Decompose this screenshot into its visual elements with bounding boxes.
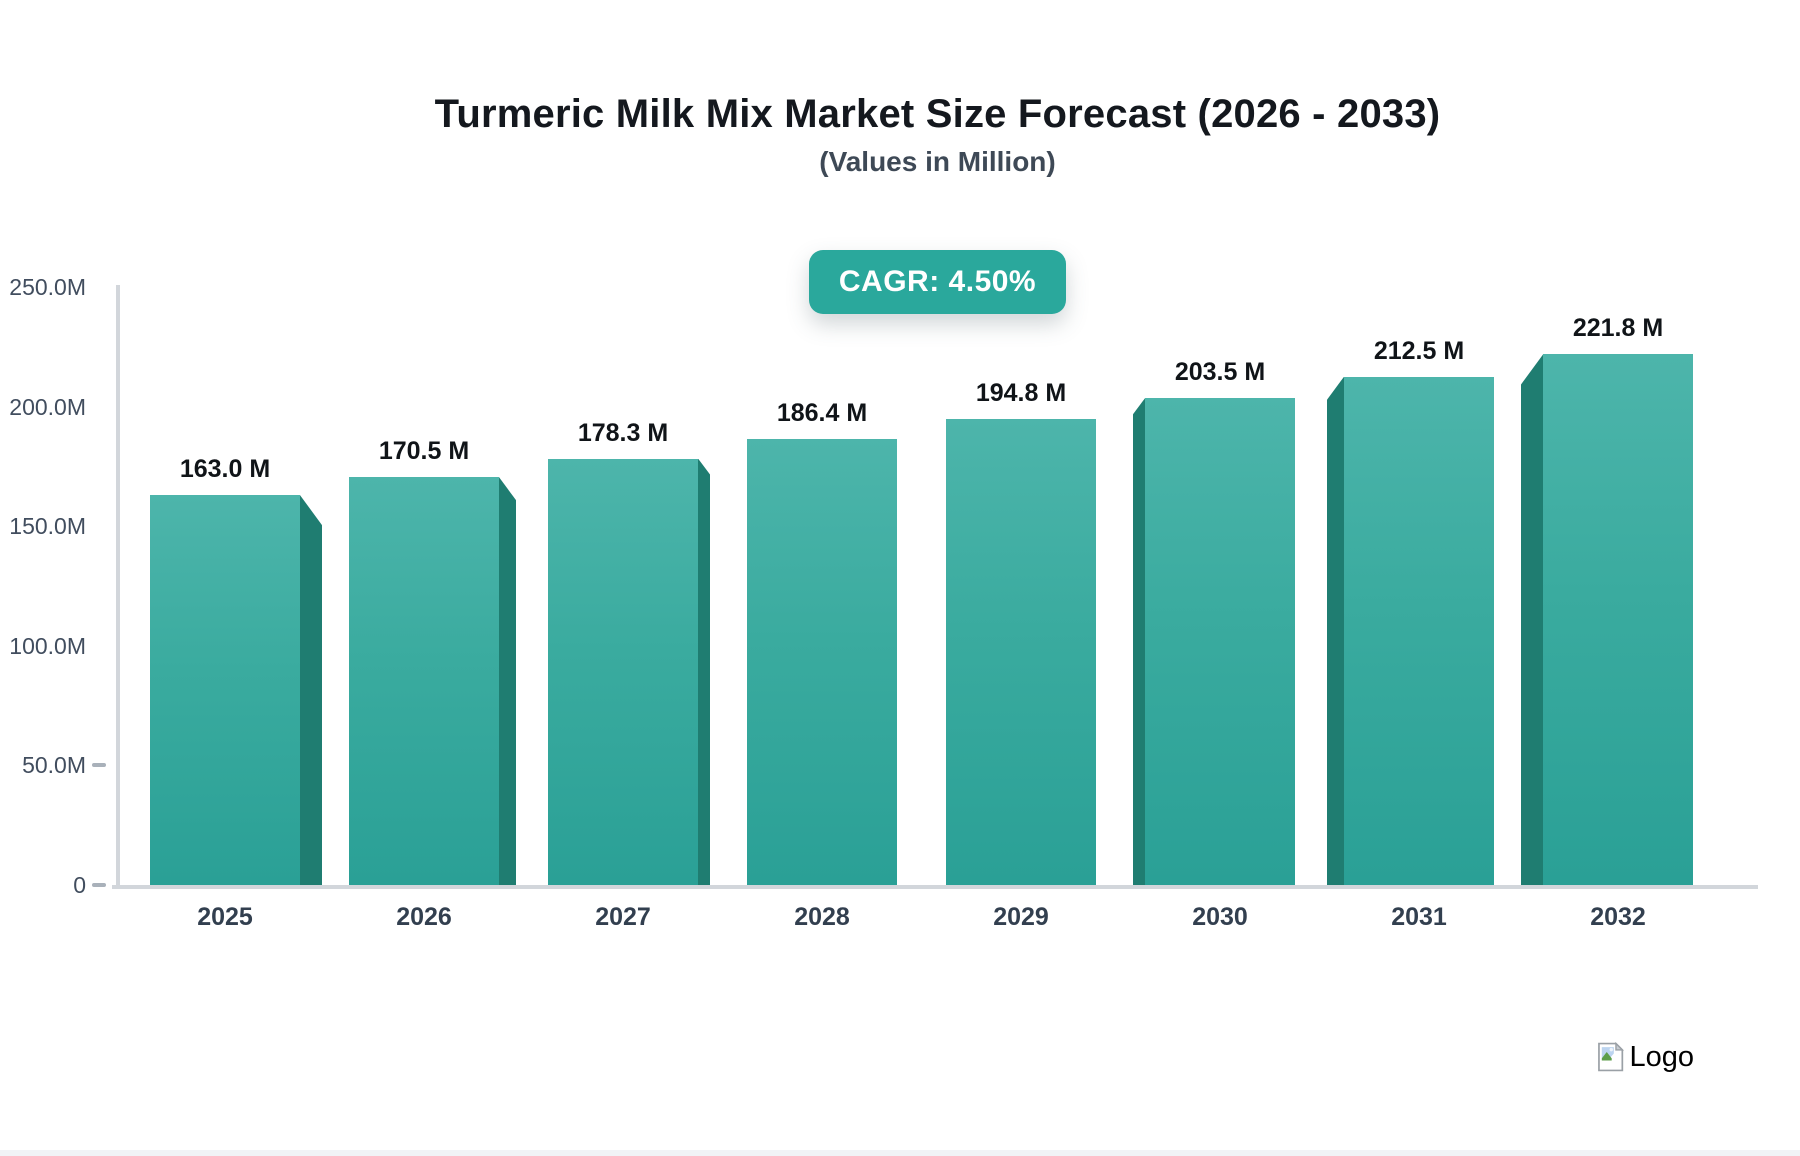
- x-axis-label: 2030: [1192, 903, 1248, 931]
- bar-value-label: 163.0 M: [179, 455, 271, 484]
- y-tick-label: 200.0M: [9, 393, 86, 420]
- bar: [548, 458, 698, 885]
- x-axis-label: 2029: [993, 903, 1049, 931]
- x-axis-label: 2031: [1391, 903, 1447, 931]
- broken-image-icon: [1598, 1041, 1625, 1072]
- bar-side-face: [1133, 398, 1145, 885]
- bar: [946, 419, 1096, 885]
- x-axis-line: [112, 885, 1758, 889]
- bar-side-face: [1327, 376, 1344, 885]
- bar: [1543, 354, 1693, 885]
- bar-side-face: [1521, 354, 1543, 885]
- x-axis-label: 2027: [595, 903, 651, 931]
- bar-value-label: 203.5 M: [1174, 358, 1266, 387]
- bar-value-label: 194.8 M: [975, 379, 1067, 408]
- bar: [1145, 398, 1295, 885]
- bar: [747, 439, 897, 885]
- bar-value-label: 170.5 M: [378, 437, 470, 466]
- bar-side-face: [698, 458, 710, 885]
- y-tick-label: 100.0M: [9, 632, 86, 659]
- cagr-badge-container: CAGR: 4.50%: [120, 250, 1755, 314]
- y-axis-line: [116, 285, 120, 887]
- bar-side-face: [300, 495, 322, 885]
- chart-subtitle: (Values in Million): [819, 146, 1056, 177]
- x-axis-label: 2032: [1590, 903, 1646, 931]
- bar: [150, 495, 300, 885]
- logo-alt-text: Logo: [1629, 1040, 1694, 1073]
- bar-value-label: 212.5 M: [1373, 336, 1465, 365]
- y-tick-label: 250.0M: [9, 274, 86, 300]
- y-tick-dash: [92, 763, 106, 768]
- y-tick-label: 150.0M: [9, 513, 86, 540]
- bar: [1344, 376, 1494, 885]
- bar-value-label: 178.3 M: [577, 418, 669, 447]
- bar: [349, 477, 499, 885]
- logo: Logo: [1594, 1040, 1694, 1074]
- bar-value-label: 221.8 M: [1572, 314, 1664, 343]
- bottom-edge-strip: [0, 1150, 1800, 1156]
- x-axis-label: 2026: [396, 903, 452, 931]
- chart-title: Turmeric Milk Mix Market Size Forecast (…: [434, 92, 1441, 136]
- y-tick-dash: [92, 883, 106, 887]
- bar-side-face: [499, 477, 516, 885]
- y-tick-label: 50.0M: [22, 752, 86, 779]
- bar-value-label: 186.4 M: [776, 399, 868, 428]
- x-axis-label: 2025: [197, 903, 253, 931]
- cagr-badge: CAGR: 4.50%: [808, 250, 1067, 314]
- x-axis-label: 2028: [794, 903, 850, 931]
- y-tick-label: 0: [73, 872, 86, 898]
